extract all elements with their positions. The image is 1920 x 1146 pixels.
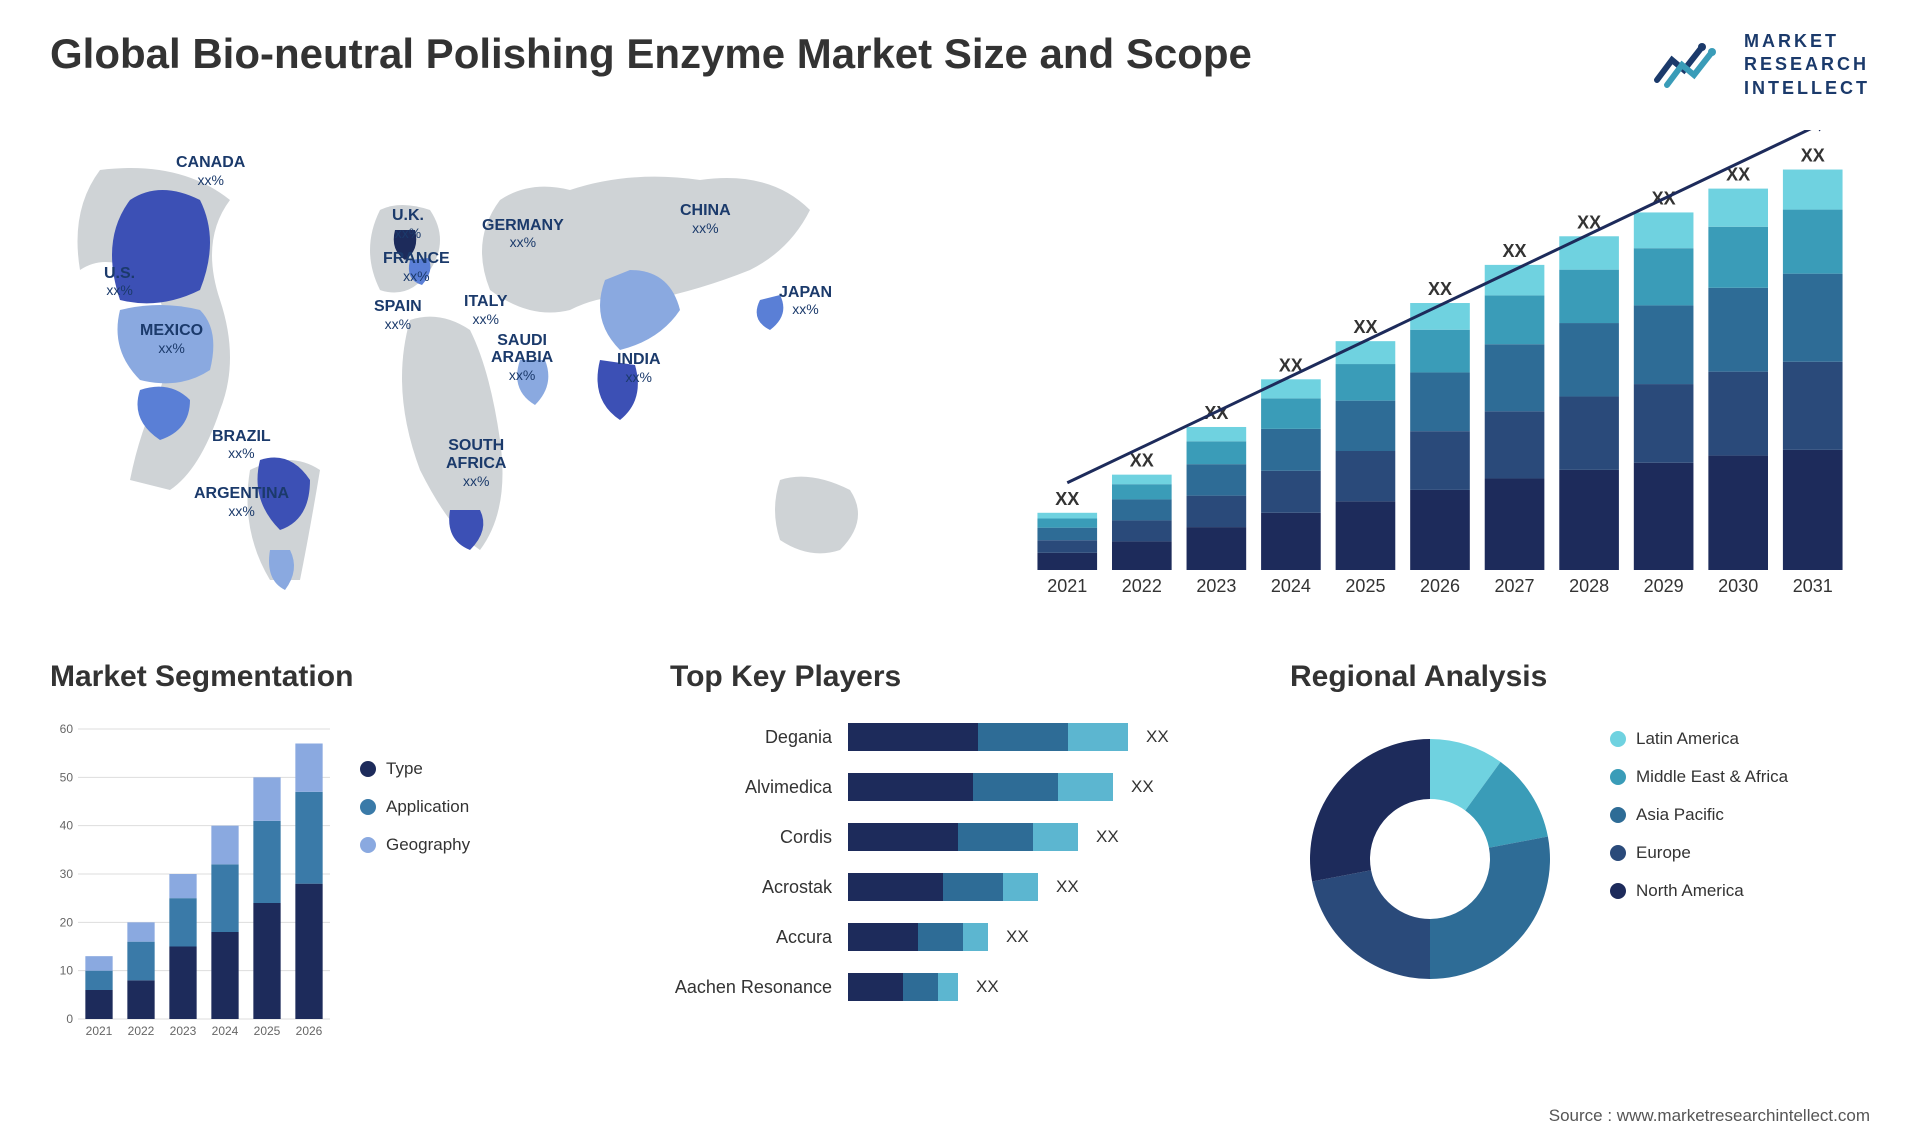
page-title: Global Bio-neutral Polishing Enzyme Mark… xyxy=(50,30,1252,78)
svg-text:2024: 2024 xyxy=(212,1024,239,1038)
logo-line3: INTELLECT xyxy=(1744,77,1870,100)
country-label: CHINAxx% xyxy=(680,202,731,237)
svg-text:2025: 2025 xyxy=(254,1024,281,1038)
player-name: Accura xyxy=(670,927,840,948)
region-legend-item: Europe xyxy=(1610,843,1788,863)
logo-line1: MARKET xyxy=(1744,30,1870,53)
svg-text:0: 0 xyxy=(66,1012,73,1026)
player-name: Degania xyxy=(670,727,840,748)
country-label: SAUDIARABIAxx% xyxy=(491,332,553,385)
player-name: Aachen Resonance xyxy=(670,977,840,998)
country-label: ARGENTINAxx% xyxy=(194,485,289,520)
svg-text:2025: 2025 xyxy=(1345,576,1385,596)
country-label: U.K.xx% xyxy=(392,207,424,242)
svg-text:XX: XX xyxy=(1055,489,1079,509)
country-label: SOUTHAFRICAxx% xyxy=(446,437,506,490)
svg-text:10: 10 xyxy=(60,964,74,978)
svg-text:2024: 2024 xyxy=(1271,576,1311,596)
growth-chart: XX2021XX2022XX2023XX2024XX2025XX2026XX20… xyxy=(1010,130,1870,610)
region-legend-item: Middle East & Africa xyxy=(1610,767,1788,787)
country-label: GERMANYxx% xyxy=(482,217,564,252)
country-label: CANADAxx% xyxy=(176,154,245,189)
country-label: ITALYxx% xyxy=(464,293,508,328)
svg-text:XX: XX xyxy=(1130,451,1154,471)
svg-text:XX: XX xyxy=(1503,241,1527,261)
player-row: Cordis XX xyxy=(670,819,1250,855)
svg-text:2027: 2027 xyxy=(1495,576,1535,596)
svg-text:2022: 2022 xyxy=(128,1024,155,1038)
segmentation-title: Market Segmentation xyxy=(50,660,630,694)
svg-text:XX: XX xyxy=(1428,279,1452,299)
svg-text:2023: 2023 xyxy=(1196,576,1236,596)
segmentation-section: Market Segmentation 0 10 20 30 40 50 60 2021 202… xyxy=(50,660,630,1049)
svg-text:2029: 2029 xyxy=(1644,576,1684,596)
country-label: JAPANxx% xyxy=(779,284,832,319)
player-row: Accura XX xyxy=(670,919,1250,955)
svg-text:2031: 2031 xyxy=(1793,576,1833,596)
player-value: XX xyxy=(1146,727,1169,747)
svg-text:2022: 2022 xyxy=(1122,576,1162,596)
player-row: Degania XX xyxy=(670,719,1250,755)
seg-legend-item: Application xyxy=(360,797,470,817)
players-section: Top Key Players DeganiaXXAlvimedicaXXCor… xyxy=(670,660,1250,1049)
player-value: XX xyxy=(1006,927,1029,947)
players-title: Top Key Players xyxy=(670,660,1250,694)
country-label: SPAINxx% xyxy=(374,298,422,333)
country-label: INDIAxx% xyxy=(617,351,661,386)
svg-text:2026: 2026 xyxy=(296,1024,323,1038)
region-legend-item: Latin America xyxy=(1610,729,1788,749)
svg-text:50: 50 xyxy=(60,771,74,785)
svg-text:2026: 2026 xyxy=(1420,576,1460,596)
svg-text:2030: 2030 xyxy=(1718,576,1758,596)
svg-text:30: 30 xyxy=(60,867,74,881)
svg-text:20: 20 xyxy=(60,916,74,930)
regional-section: Regional Analysis Latin America Middle Ea… xyxy=(1290,660,1870,1049)
svg-text:40: 40 xyxy=(60,819,74,833)
country-label: MEXICOxx% xyxy=(140,322,203,357)
regional-title: Regional Analysis xyxy=(1290,660,1870,694)
country-label: FRANCExx% xyxy=(383,250,450,285)
svg-text:60: 60 xyxy=(60,722,74,736)
region-legend-item: Asia Pacific xyxy=(1610,805,1788,825)
player-row: Aachen Resonance XX xyxy=(670,969,1250,1005)
source-text: Source : www.marketresearchintellect.com xyxy=(1549,1106,1870,1126)
player-name: Acrostak xyxy=(670,877,840,898)
player-value: XX xyxy=(1056,877,1079,897)
country-label: U.S.xx% xyxy=(104,265,135,300)
svg-text:2021: 2021 xyxy=(86,1024,113,1038)
player-name: Cordis xyxy=(670,827,840,848)
logo-line2: RESEARCH xyxy=(1744,53,1870,76)
svg-text:2023: 2023 xyxy=(170,1024,197,1038)
seg-legend-item: Type xyxy=(360,759,470,779)
world-map-section: CANADAxx% U.S.xx%MEXICOxx% BRAZILxx% ARGENT… xyxy=(50,130,950,610)
player-value: XX xyxy=(1096,827,1119,847)
svg-text:XX: XX xyxy=(1801,146,1825,166)
player-name: Alvimedica xyxy=(670,777,840,798)
logo-icon xyxy=(1652,35,1732,95)
logo: MARKET RESEARCH INTELLECT xyxy=(1652,30,1870,100)
player-value: XX xyxy=(976,977,999,997)
player-value: XX xyxy=(1131,777,1154,797)
seg-legend-item: Geography xyxy=(360,835,470,855)
svg-text:2021: 2021 xyxy=(1047,576,1087,596)
svg-text:XX: XX xyxy=(1353,317,1377,337)
player-row: Acrostak XX xyxy=(670,869,1250,905)
svg-text:2028: 2028 xyxy=(1569,576,1609,596)
region-legend-item: North America xyxy=(1610,881,1788,901)
country-label: BRAZILxx% xyxy=(212,428,271,463)
player-row: Alvimedica XX xyxy=(670,769,1250,805)
